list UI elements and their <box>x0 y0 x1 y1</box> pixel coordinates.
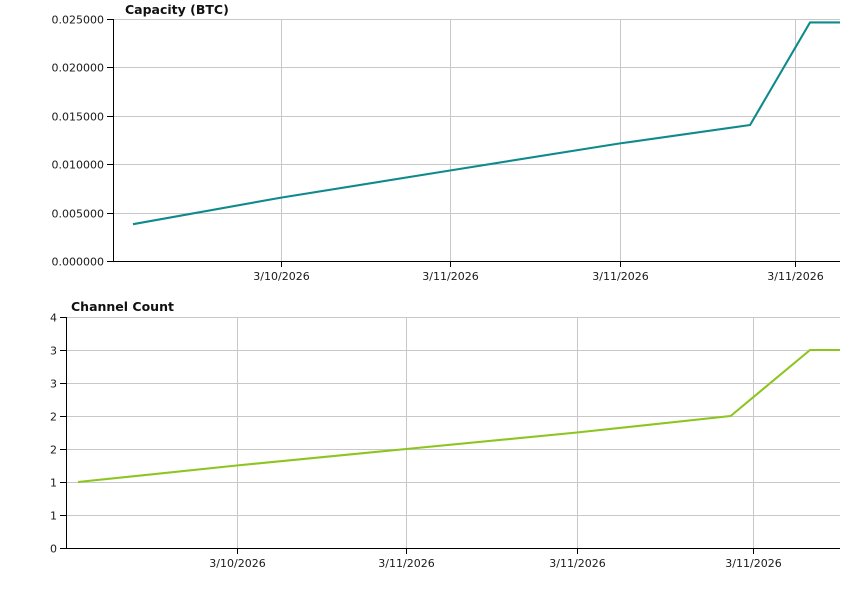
channel-count-gridlines <box>66 317 840 548</box>
capacity-chart-title: Capacity (BTC) <box>125 2 229 17</box>
channel-count-y-tick-label: 2 <box>50 444 57 457</box>
capacity-y-axis: 0.000000 0.005000 0.010000 0.015000 0.020000… <box>52 14 113 269</box>
channel-count-y-tick-label: 4 <box>50 312 57 325</box>
capacity-chart[interactable]: Capacity (BTC) 0.0000000.0050000.0100000… <box>0 0 860 295</box>
channel-count-x-tick-label: 3/11/2026 <box>725 557 781 570</box>
capacity-y-tick-label: 0.005000 <box>52 208 105 221</box>
channel-count-y-tick-label: 3 <box>50 378 57 391</box>
channel-count-y-axis: 0 1 1 2 2 3 3 4 <box>50 312 66 556</box>
capacity-y-tick-label: 0.015000 <box>52 111 105 124</box>
capacity-x-axis: 3/10/2026 3/11/2026 3/11/2026 3/11/2026 <box>253 261 824 283</box>
channel-count-x-tick-label: 3/10/2026 <box>209 557 265 570</box>
channel-count-series-line[interactable] <box>77 348 840 484</box>
capacity-series-line[interactable] <box>132 21 840 226</box>
channel-count-chart-panel: Channel Count 0 1 1 2 2 3 3 4 3/10/2026 3/11/202… <box>0 295 860 600</box>
channel-count-y-tick-label: 3 <box>50 345 57 358</box>
capacity-y-tick-label: 0.010000 <box>52 159 105 172</box>
capacity-gridlines <box>113 19 840 261</box>
channel-count-y-tick-label: 2 <box>50 411 57 424</box>
capacity-chart-panel: Capacity (BTC) 0.000000 0.005000 0.010000 0… <box>0 0 860 295</box>
capacity-x-tick-label: 3/11/2026 <box>767 270 823 283</box>
channel-count-y-tick-label: 0 <box>50 543 57 556</box>
capacity-axis-lines <box>112 19 840 263</box>
capacity-y-tick-label: 0.020000 <box>52 62 105 75</box>
channel-count-x-tick-label: 3/11/2026 <box>549 557 605 570</box>
channel-count-chart-title: Channel Count <box>71 299 174 314</box>
channel-count-chart[interactable]: Channel Count 0 1 1 2 2 3 3 4 3/10/2026 3/11/202… <box>0 295 860 600</box>
channel-count-axis-lines <box>65 317 840 550</box>
channel-count-y-tick-label: 1 <box>50 510 57 523</box>
channel-count-y-tick-label: 1 <box>50 477 57 490</box>
channel-count-x-axis: 3/10/2026 3/11/2026 3/11/2026 3/11/2026 <box>209 548 782 570</box>
capacity-x-tick-label: 3/11/2026 <box>592 270 648 283</box>
capacity-x-tick-label: 3/11/2026 <box>422 270 478 283</box>
capacity-x-tick-label: 3/10/2026 <box>253 270 309 283</box>
capacity-y-tick-label: 0.025000 <box>52 14 105 27</box>
capacity-y-tick-label: 0.000000 <box>52 256 105 269</box>
channel-count-x-tick-label: 3/11/2026 <box>378 557 434 570</box>
